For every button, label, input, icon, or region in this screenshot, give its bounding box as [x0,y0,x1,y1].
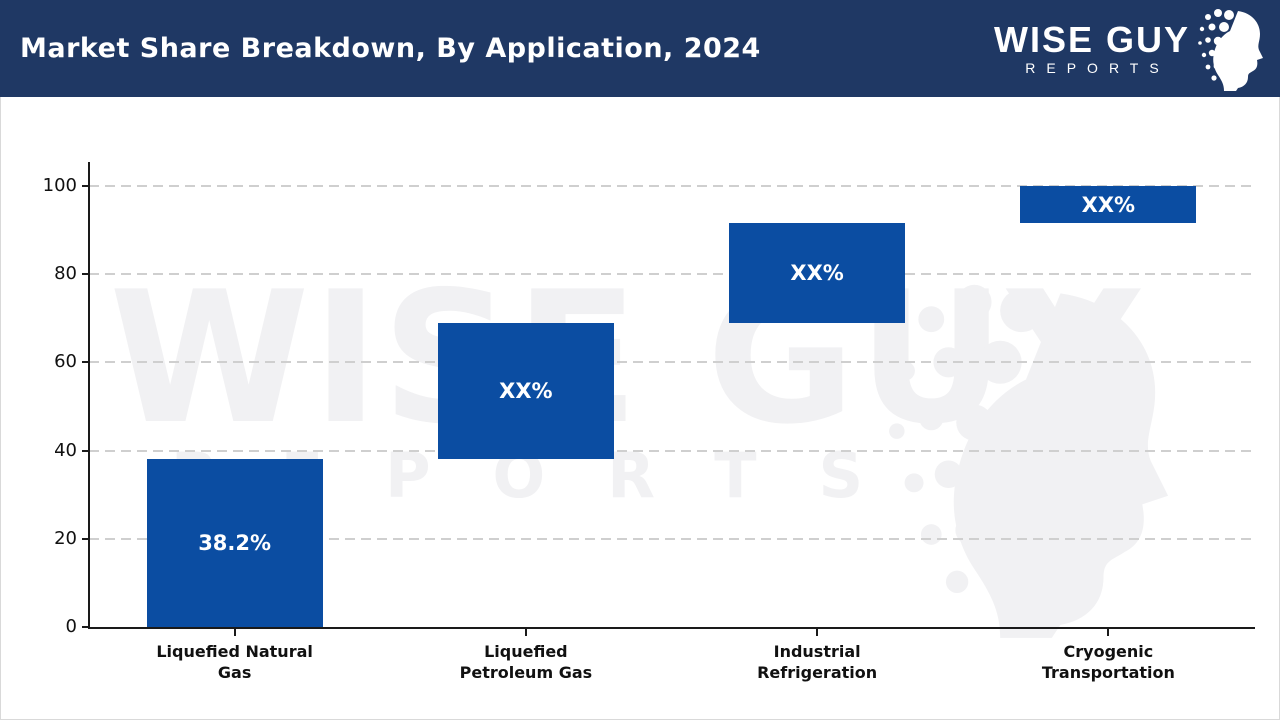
y-axis-tick-80 [82,273,89,276]
bar-liquefied-petroleum-gas: XX% [437,322,614,459]
bar-value-label: XX% [1081,192,1136,217]
y-axis-tick-label-0: 0 [65,616,77,637]
logo-subtitle: REPORTS [1025,60,1170,76]
x-axis-tick-2 [816,629,819,636]
gridline-y-60 [89,361,1254,364]
y-axis-tick-40 [82,449,89,452]
x-axis-line [88,627,1255,629]
gridline-y-80 [89,273,1254,276]
y-axis-tick-label-40: 40 [54,439,77,461]
y-axis-tick-label-100: 100 [42,175,77,196]
watermark-dotted-face-profile-icon [889,284,1169,638]
bar-liquefied-natural-gas: 38.2% [146,458,323,627]
x-axis-category-label-2: Industrial Refrigeration [757,642,878,682]
gridline-y-100 [89,185,1254,187]
bar-value-label: XX% [499,378,553,403]
x-axis-category-label-3: Cryogenic Transportation [1041,642,1175,682]
x-axis-tick-3 [1107,629,1110,636]
y-axis-tick-label-20: 20 [54,527,77,549]
y-axis-line [88,162,90,629]
page-title: Market Share Breakdown, By Application, … [20,33,761,64]
y-axis-tick-60 [82,361,89,364]
x-axis-tick-0 [233,629,236,636]
chart-card: WISE GUY REPORTS 0 20 40 60 80 100 38.2% Liquef… [0,97,1280,720]
bar-industrial-refrigeration: XX% [729,223,906,323]
y-axis-tick-100 [82,185,89,187]
dotted-face-profile-icon [1198,9,1263,91]
bar-cryogenic-transportation: XX% [1020,186,1197,224]
bar-value-label: XX% [790,261,844,286]
logo-wordmark: WISE GUY [993,19,1190,60]
y-axis-tick-label-60: 60 [54,351,77,373]
y-axis-tick-20 [82,537,89,540]
x-axis-tick-1 [524,629,527,636]
wise-guy-reports-logo: WISE GUY REPORTS [994,6,1266,92]
watermark-wordmark: WISE GUY [109,252,1142,464]
y-axis-tick-0 [82,626,89,628]
gridline-y-40 [89,449,1254,452]
logo-text: WISE GUY REPORTS [994,21,1190,77]
x-axis-category-label-1: Liquefied Petroleum Gas [459,642,593,682]
x-axis-category-label-0: Liquefied Natural Gas [156,642,313,682]
header-bar: Market Share Breakdown, By Application, … [0,0,1280,97]
y-axis-tick-label-80: 80 [54,263,77,285]
bar-value-label: 38.2% [198,530,272,555]
gridline-y-20 [89,537,1254,540]
